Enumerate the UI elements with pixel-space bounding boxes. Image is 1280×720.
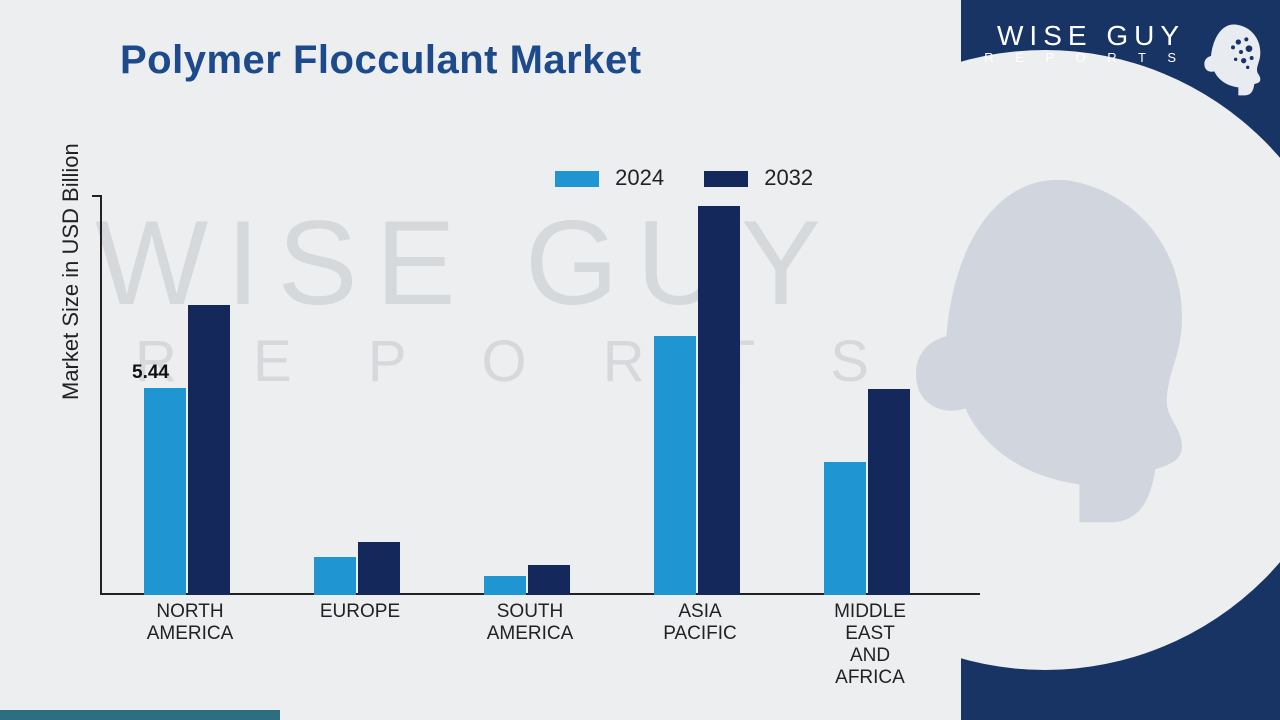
- logo-head-icon: [1198, 22, 1268, 102]
- bar-chart: 5.44NORTHAMERICAEUROPESOUTHAMERICAASIAPA…: [100, 195, 980, 595]
- legend-swatch-2024: [555, 171, 599, 187]
- bar: [188, 305, 230, 595]
- bar: [654, 336, 696, 595]
- bar: [484, 576, 526, 595]
- y-axis-line: [100, 195, 102, 595]
- logo-line1: WISE GUY: [984, 20, 1185, 52]
- category-label: MIDDLEEASTANDAFRICA: [790, 601, 950, 688]
- bar: [144, 388, 186, 595]
- category-label: NORTHAMERICA: [110, 601, 270, 645]
- chart-stage: WISE GUY R E P O R T S Polymer Flocculan…: [0, 0, 1280, 720]
- legend-item-2024: 2024: [555, 165, 664, 191]
- bar: [314, 557, 356, 595]
- bar: [868, 389, 910, 595]
- chart-title: Polymer Flocculant Market: [120, 38, 642, 83]
- bar: [358, 542, 400, 595]
- bar-value-label: 5.44: [132, 362, 169, 384]
- chart-legend: 2024 2032: [555, 165, 813, 191]
- bar: [528, 565, 570, 595]
- legend-label-2032: 2032: [764, 165, 813, 190]
- category-label: SOUTHAMERICA: [450, 601, 610, 645]
- legend-swatch-2032: [704, 171, 748, 187]
- category-label: ASIAPACIFIC: [620, 601, 780, 645]
- bar: [698, 206, 740, 595]
- brand-logo: WISE GUY R E P O R T S: [984, 20, 1185, 65]
- bar: [824, 462, 866, 595]
- category-label: EUROPE: [280, 601, 440, 623]
- logo-line2: R E P O R T S: [984, 50, 1185, 65]
- legend-label-2024: 2024: [615, 165, 664, 190]
- legend-item-2032: 2032: [704, 165, 813, 191]
- y-axis-label: Market Size in USD Billion: [58, 143, 84, 400]
- footer-accent-bar: [0, 710, 280, 720]
